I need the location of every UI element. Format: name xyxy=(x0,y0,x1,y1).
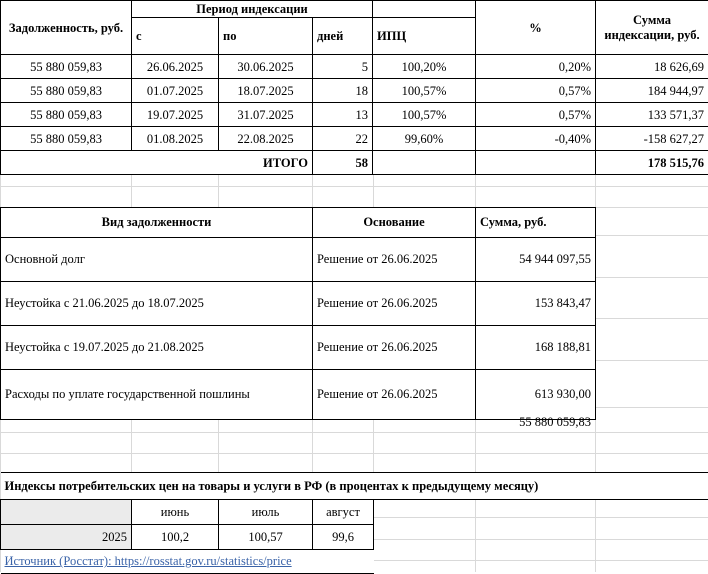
header-basis: Основание xyxy=(313,208,476,238)
cell-percent: 0,20% xyxy=(476,55,596,79)
grand-total-row[interactable]: 55 880 059,83 xyxy=(0,410,595,434)
cpi-value-august: 99,6 xyxy=(313,525,374,550)
header-percent: % xyxy=(476,1,596,55)
cell-debt-kind: Неустойка с 19.07.2025 до 21.08.2025 xyxy=(1,326,313,370)
cell-to: 30.06.2025 xyxy=(219,55,313,79)
cell-basis: Решение от 26.06.2025 xyxy=(313,282,476,326)
cell-sum: 54 944 097,55 xyxy=(476,238,596,282)
cell-cpi: 100,57% xyxy=(373,79,476,103)
cell-debt-kind: Неустойка с 21.06.2025 до 18.07.2025 xyxy=(1,282,313,326)
header-from: с xyxy=(132,18,219,55)
cell-amount: -158 627,27 xyxy=(596,127,708,151)
header-to: по xyxy=(219,18,313,55)
debt-breakdown-table[interactable]: Вид задолженности Основание Сумма, руб. … xyxy=(0,207,596,420)
header-sum: Сумма, руб. xyxy=(476,208,596,238)
cell-percent: -0,40% xyxy=(476,127,596,151)
cell-debt: 55 880 059,83 xyxy=(1,55,132,79)
grand-total-spacer-1 xyxy=(0,410,312,434)
cell-from: 01.08.2025 xyxy=(132,127,219,151)
table-row[interactable]: Неустойка с 19.07.2025 до 21.08.2025 Реш… xyxy=(1,326,596,370)
cpi-source-row[interactable]: Источник (Росстат): https://rosstat.gov.… xyxy=(1,550,708,574)
cpi-value-row[interactable]: 2025 100,2 100,57 99,6 xyxy=(1,525,708,550)
cpi-corner-cell xyxy=(1,500,132,525)
header-amount: Сумма индексации, руб. xyxy=(596,1,708,55)
cell-percent: 0,57% xyxy=(476,79,596,103)
cell-cpi: 100,20% xyxy=(373,55,476,79)
table-row[interactable]: Неустойка с 21.06.2025 до 18.07.2025 Реш… xyxy=(1,282,596,326)
total-blank-cpi xyxy=(373,151,476,175)
indexation-table[interactable]: Задолженность, руб. Период индексации % … xyxy=(0,0,708,175)
cell-basis: Решение от 26.06.2025 xyxy=(313,238,476,282)
cell-debt: 55 880 059,83 xyxy=(1,79,132,103)
table-header-row-1: Задолженность, руб. Период индексации % … xyxy=(1,1,708,18)
table-row[interactable]: 55 880 059,83 26.06.2025 30.06.2025 5 10… xyxy=(1,55,708,79)
cell-basis: Решение от 26.06.2025 xyxy=(313,326,476,370)
cpi-row-spacer xyxy=(374,550,708,574)
header-debt-kind: Вид задолженности xyxy=(1,208,313,238)
cpi-year: 2025 xyxy=(1,525,132,550)
cell-percent: 0,57% xyxy=(476,103,596,127)
cpi-month-header-row: июнь июль август xyxy=(1,500,708,525)
table-row[interactable]: 55 880 059,83 19.07.2025 31.07.2025 13 1… xyxy=(1,103,708,127)
cpi-value-june: 100,2 xyxy=(132,525,219,550)
total-label: ИТОГО xyxy=(1,151,313,175)
header-blank-cpi xyxy=(373,1,476,18)
cell-from: 01.07.2025 xyxy=(132,79,219,103)
cpi-title-row: Индексы потребительских цен на товары и … xyxy=(1,473,708,500)
cell-from: 19.07.2025 xyxy=(132,103,219,127)
cpi-table[interactable]: Индексы потребительских цен на товары и … xyxy=(0,472,708,574)
cell-sum: 168 188,81 xyxy=(476,326,596,370)
cpi-month-june: июнь xyxy=(132,500,219,525)
total-blank-percent xyxy=(476,151,596,175)
cell-debt: 55 880 059,83 xyxy=(1,127,132,151)
cpi-row-spacer xyxy=(374,500,708,525)
header-period-group: Период индексации xyxy=(132,1,373,18)
cpi-title: Индексы потребительских цен на товары и … xyxy=(1,473,708,500)
header-debt: Задолженность, руб. xyxy=(1,1,132,55)
grand-total-value: 55 880 059,83 xyxy=(475,410,595,434)
cell-to: 18.07.2025 xyxy=(219,79,313,103)
cell-to: 22.08.2025 xyxy=(219,127,313,151)
table-row[interactable]: Основной долг Решение от 26.06.2025 54 9… xyxy=(1,238,596,282)
cpi-month-august: август xyxy=(313,500,374,525)
cpi-month-july: июль xyxy=(219,500,313,525)
cell-amount: 184 944,97 xyxy=(596,79,708,103)
table-row[interactable]: 55 880 059,83 01.08.2025 22.08.2025 22 9… xyxy=(1,127,708,151)
total-row[interactable]: ИТОГО 58 178 515,76 xyxy=(1,151,708,175)
cell-days: 5 xyxy=(313,55,373,79)
cell-days: 22 xyxy=(313,127,373,151)
cell-cpi: 100,57% xyxy=(373,103,476,127)
cell-from: 26.06.2025 xyxy=(132,55,219,79)
cpi-value-july: 100,57 xyxy=(219,525,313,550)
source-link[interactable]: Источник (Росстат): https://rosstat.gov.… xyxy=(5,554,292,568)
cpi-row-spacer xyxy=(374,525,708,550)
total-amount: 178 515,76 xyxy=(596,151,708,175)
cell-amount: 18 626,69 xyxy=(596,55,708,79)
cell-debt: 55 880 059,83 xyxy=(1,103,132,127)
cell-sum: 153 843,47 xyxy=(476,282,596,326)
cell-amount: 133 571,37 xyxy=(596,103,708,127)
cell-debt-kind: Основной долг xyxy=(1,238,313,282)
header-days: дней xyxy=(313,18,373,55)
debt-header-row: Вид задолженности Основание Сумма, руб. xyxy=(1,208,596,238)
cell-days: 18 xyxy=(313,79,373,103)
table-row[interactable]: 55 880 059,83 01.07.2025 18.07.2025 18 1… xyxy=(1,79,708,103)
cell-to: 31.07.2025 xyxy=(219,103,313,127)
grand-total-line[interactable]: 55 880 059,83 xyxy=(0,410,595,434)
header-cpi: ИПЦ xyxy=(373,18,476,55)
total-days: 58 xyxy=(313,151,373,175)
source-link-cell[interactable]: Источник (Росстат): https://rosstat.gov.… xyxy=(1,550,374,574)
cell-cpi: 99,60% xyxy=(373,127,476,151)
grand-total-spacer-2 xyxy=(312,410,475,434)
cell-days: 13 xyxy=(313,103,373,127)
